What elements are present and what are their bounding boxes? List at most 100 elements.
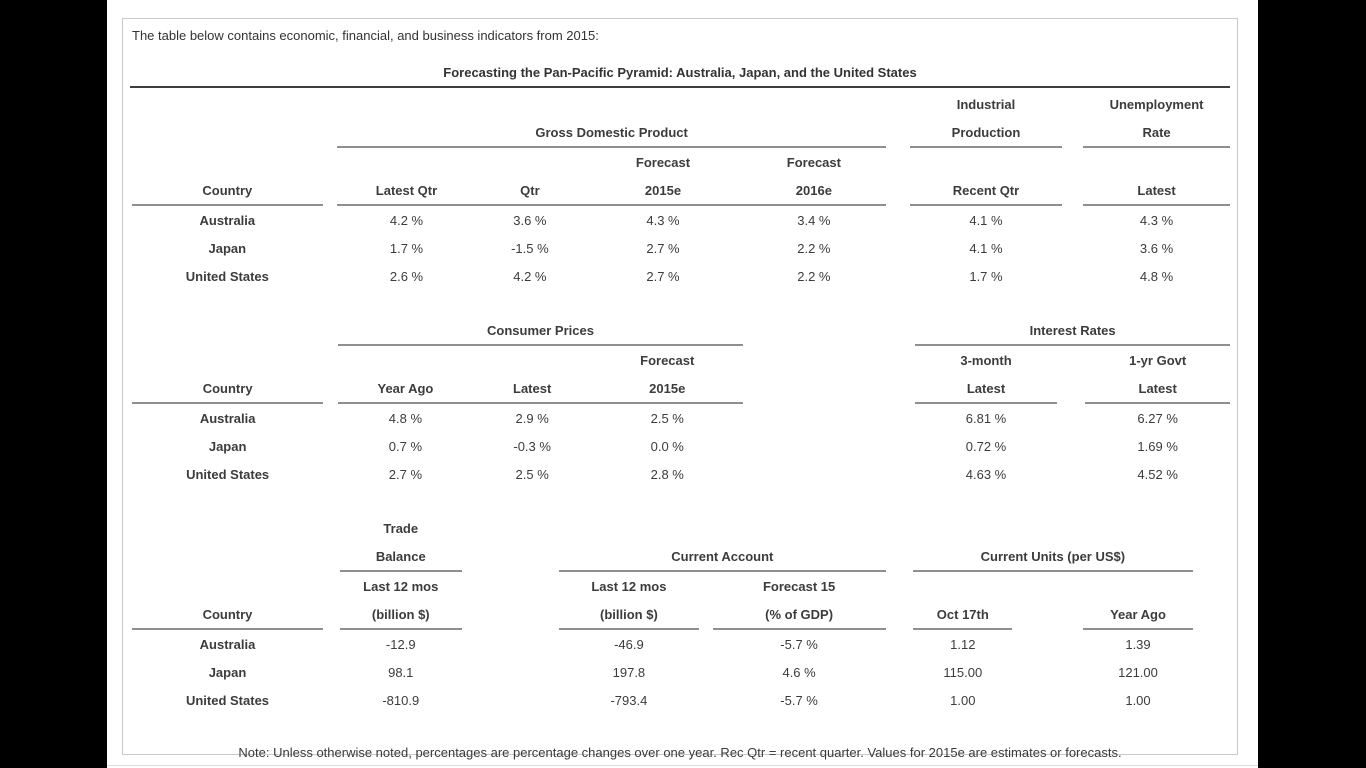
- column-header: (% of GDP): [712, 600, 886, 630]
- spacer-cell: [323, 432, 338, 460]
- spacer-cell: [886, 205, 910, 234]
- column-header: 2016e: [741, 176, 886, 206]
- column-header: Latest: [1083, 176, 1230, 206]
- cell-value: 2.5 %: [650, 410, 684, 426]
- spacer-cell: [699, 600, 713, 629]
- cell-value: 0.0 %: [650, 438, 684, 454]
- spacer-cell: [323, 316, 338, 345]
- cell-value: -810.9: [382, 692, 420, 708]
- row-label: Australia: [199, 212, 256, 228]
- column-header: Last 12 mos: [591, 578, 667, 594]
- spacer-cell: [1062, 205, 1084, 234]
- cell-value: 4.52 %: [1137, 466, 1178, 482]
- spacer-cell: [1012, 686, 1083, 714]
- column-header: Country: [132, 600, 323, 630]
- cell-value: 1.12: [950, 636, 976, 652]
- group-header: Rate: [1083, 118, 1230, 148]
- spacer-cell: [323, 542, 340, 571]
- group-header-row: Industrial Unemployment: [132, 90, 1230, 118]
- sub-header-row: Forecast 3-month 1-yr Govt: [132, 345, 1230, 374]
- column-header: (billion $): [559, 600, 699, 630]
- table-row: United States -810.9 -793.4 -5.7 % 1.00 …: [132, 686, 1230, 714]
- spacer-cell: [743, 403, 915, 432]
- spacer-cell: [699, 571, 713, 600]
- column-header: 2015e: [591, 374, 743, 404]
- cell-value: 1.69 %: [1137, 438, 1178, 454]
- cell-value: -5.7 %: [780, 692, 818, 708]
- column-header: Qtr: [475, 176, 585, 206]
- spacer-cell: [337, 147, 475, 176]
- spacer-cell: [323, 600, 340, 629]
- spacer-cell: [886, 629, 913, 658]
- row-label: United States: [186, 466, 270, 482]
- cell-value: 6.27 %: [1137, 410, 1178, 426]
- spacer-cell: [1057, 432, 1086, 460]
- consumer-prices-table: Consumer Prices Interest Rates Forecast …: [132, 316, 1230, 488]
- spacer-cell: [323, 686, 340, 714]
- group-header: Gross Domestic Product: [337, 118, 886, 148]
- sub-header-row: Last 12 mos Last 12 mos Forecast 15: [132, 571, 1230, 600]
- spacer-cell: [323, 374, 338, 403]
- spacer-cell: [323, 571, 340, 600]
- column-header: Latest: [1085, 374, 1230, 404]
- row-label: Australia: [199, 410, 256, 426]
- footnote: Note: Unless otherwise noted, percentage…: [238, 745, 1122, 760]
- trade-table: Trade Balance Current Account Current Un…: [132, 514, 1230, 714]
- column-header: (billion $): [339, 600, 462, 630]
- group-header: Industrial: [956, 96, 1016, 112]
- spacer-cell: [323, 205, 338, 234]
- group-header: Consumer Prices: [338, 316, 743, 346]
- spacer-cell: [699, 686, 713, 714]
- spacer-cell: [1057, 403, 1086, 432]
- spacer-cell: [699, 658, 713, 686]
- table-row: United States 2.6 % 4.2 % 2.7 % 2.2 % 1.…: [132, 262, 1230, 290]
- row-label: Australia: [199, 636, 256, 652]
- cell-value: 1.00: [950, 692, 976, 708]
- cell-value: 1.7 %: [969, 268, 1003, 284]
- cell-value: 0.7 %: [388, 438, 423, 454]
- column-header: Forecast: [635, 154, 691, 170]
- cell-value: 4.63 %: [965, 466, 1007, 482]
- gdp-table: Industrial Unemployment Gross Domestic P…: [132, 90, 1230, 290]
- spacer-cell: [886, 90, 910, 118]
- cell-value: 197.8: [612, 664, 646, 680]
- spacer-cell: [1193, 658, 1230, 686]
- content-box: The table below contains economic, finan…: [122, 18, 1238, 760]
- cell-value: 4.1 %: [969, 212, 1003, 228]
- sub-header-row: Forecast Forecast: [132, 147, 1230, 176]
- spacer-cell: [323, 147, 338, 176]
- spacer-cell: [132, 345, 323, 374]
- spacer-cell: [886, 542, 913, 571]
- cell-value: 4.8 %: [388, 410, 423, 426]
- spacer-cell: [462, 686, 559, 714]
- spacer-cell: [1193, 542, 1230, 571]
- column-header-row: Country (billion $) (billion $) (% of GD…: [132, 600, 1230, 630]
- spacer-cell: [462, 600, 559, 629]
- cell-value: -5.7 %: [780, 636, 818, 652]
- group-header: Production: [910, 118, 1062, 148]
- cell-value: 4.2 %: [389, 212, 424, 228]
- column-header: Last 12 mos: [363, 578, 439, 594]
- spacer-cell: [886, 147, 910, 176]
- group-header: Balance: [339, 542, 462, 572]
- spacer-cell: [1083, 571, 1192, 600]
- cell-value: 4.2 %: [513, 268, 547, 284]
- row-label: Japan: [208, 664, 247, 680]
- column-header: Oct 17th: [913, 600, 1013, 630]
- group-header-row: Balance Current Account Current Units (p…: [132, 542, 1230, 572]
- spacer-cell: [1062, 176, 1084, 205]
- spacer-cell: [743, 374, 915, 403]
- spacer-cell: [886, 514, 913, 542]
- spacer-cell: [886, 118, 910, 147]
- group-header: Current Account: [559, 542, 886, 572]
- column-header: Recent Qtr: [910, 176, 1062, 206]
- row-label: United States: [185, 268, 269, 284]
- column-header-row: Country Year Ago Latest 2015e Latest Lat…: [132, 374, 1230, 404]
- spacer-cell: [323, 658, 340, 686]
- spacer-cell: [886, 686, 913, 714]
- spacer-cell: [1062, 262, 1084, 290]
- spacer-cell: [132, 118, 323, 147]
- spacer-cell: [323, 176, 338, 205]
- spacer-cell: [1193, 629, 1230, 658]
- spacer-cell: [132, 147, 323, 176]
